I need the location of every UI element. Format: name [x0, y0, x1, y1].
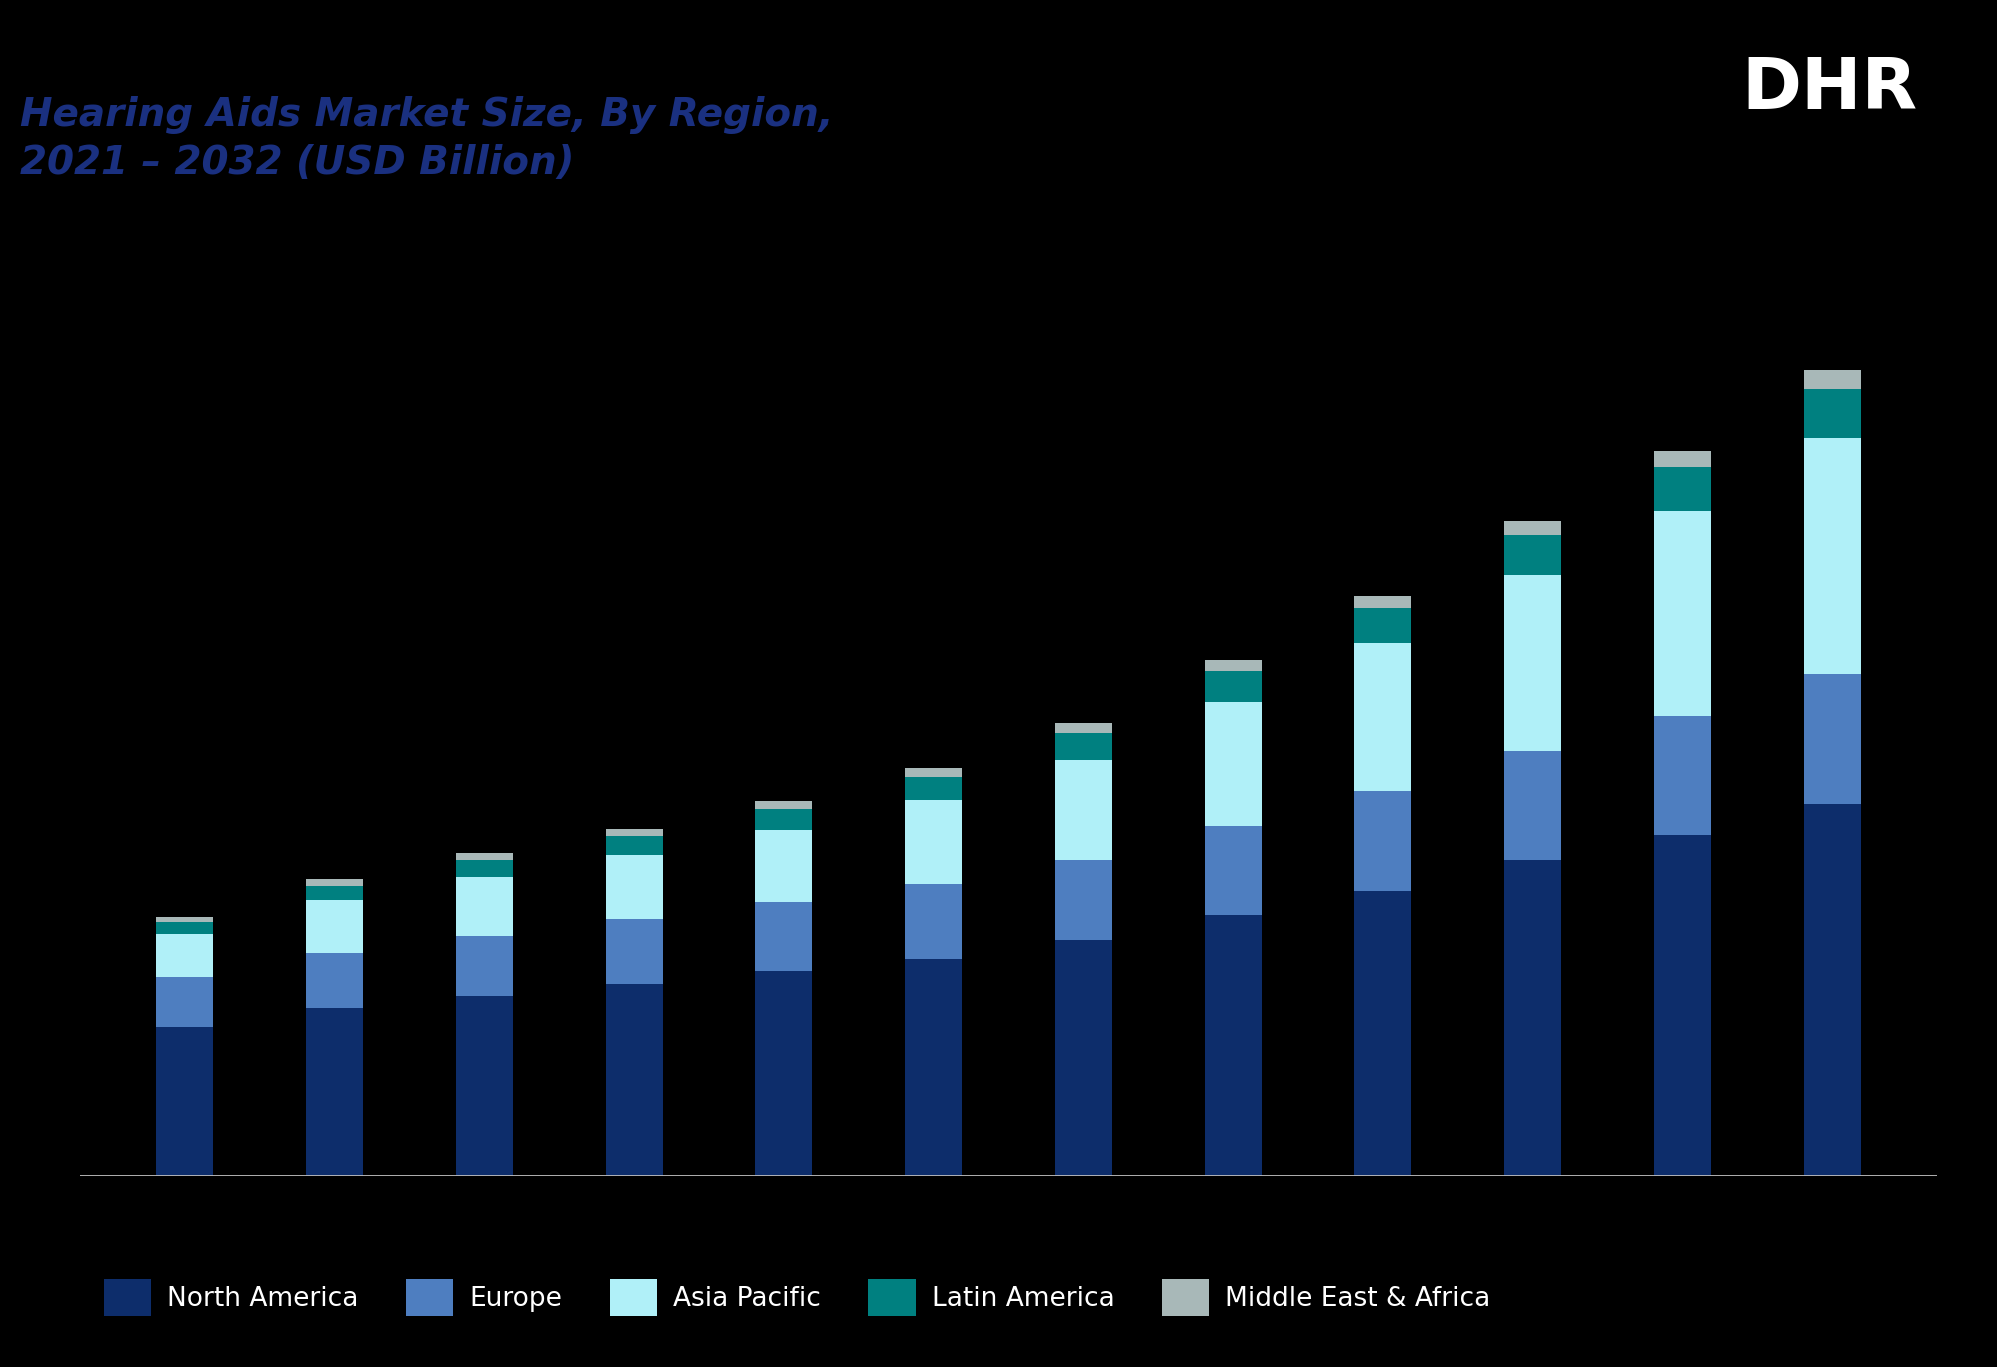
Bar	[905, 884, 963, 958]
Bar	[1654, 511, 1711, 716]
Bar	[455, 997, 513, 1176]
Bar	[156, 977, 214, 1027]
Bar	[1654, 466, 1711, 511]
Bar	[1504, 521, 1562, 534]
Text: Hearing Aids Market Size, By Region,
2021 – 2032 (USD Billion): Hearing Aids Market Size, By Region, 202…	[20, 96, 833, 182]
Bar	[1803, 674, 1861, 804]
Bar	[156, 921, 214, 934]
Bar	[1504, 750, 1562, 860]
Bar	[1054, 723, 1112, 733]
Bar	[1354, 642, 1412, 791]
Bar	[455, 853, 513, 860]
Bar	[755, 809, 813, 830]
Bar	[306, 886, 363, 901]
Bar	[455, 876, 513, 936]
Bar	[1354, 608, 1412, 642]
Bar	[306, 1009, 363, 1176]
Bar	[905, 800, 963, 884]
Bar	[455, 860, 513, 876]
Bar	[1204, 671, 1262, 703]
Bar	[1354, 890, 1412, 1176]
Bar	[1504, 860, 1562, 1176]
Bar	[1803, 388, 1861, 439]
Bar	[1504, 534, 1562, 574]
Bar	[755, 830, 813, 902]
Bar	[1654, 835, 1711, 1176]
Bar	[755, 801, 813, 809]
Bar	[605, 983, 663, 1176]
Bar	[605, 837, 663, 854]
Bar	[1654, 451, 1711, 466]
Bar	[1204, 660, 1262, 671]
Bar	[306, 879, 363, 886]
Bar	[905, 958, 963, 1176]
Bar	[1803, 804, 1861, 1176]
Bar	[1354, 791, 1412, 890]
Bar	[1054, 940, 1112, 1176]
Bar	[1054, 760, 1112, 860]
Bar	[1654, 716, 1711, 835]
Bar	[605, 828, 663, 837]
Bar	[1803, 439, 1861, 674]
Bar	[1054, 860, 1112, 940]
Bar	[1504, 574, 1562, 750]
Bar	[156, 1027, 214, 1176]
Bar	[156, 917, 214, 921]
Bar	[905, 776, 963, 800]
Text: DHR: DHR	[1741, 55, 1917, 123]
Bar	[156, 934, 214, 977]
Bar	[905, 768, 963, 776]
Legend: North America, Europe, Asia Pacific, Latin America, Middle East & Africa: North America, Europe, Asia Pacific, Lat…	[94, 1269, 1502, 1326]
Bar	[605, 854, 663, 919]
Bar	[605, 919, 663, 983]
Bar	[755, 971, 813, 1176]
Bar	[455, 936, 513, 997]
Bar	[1204, 703, 1262, 826]
Bar	[1054, 733, 1112, 760]
Bar	[1204, 826, 1262, 916]
Bar	[1204, 916, 1262, 1176]
Bar	[1803, 370, 1861, 388]
Bar	[755, 902, 813, 971]
Bar	[1354, 596, 1412, 608]
Bar	[306, 953, 363, 1009]
Bar	[306, 901, 363, 953]
